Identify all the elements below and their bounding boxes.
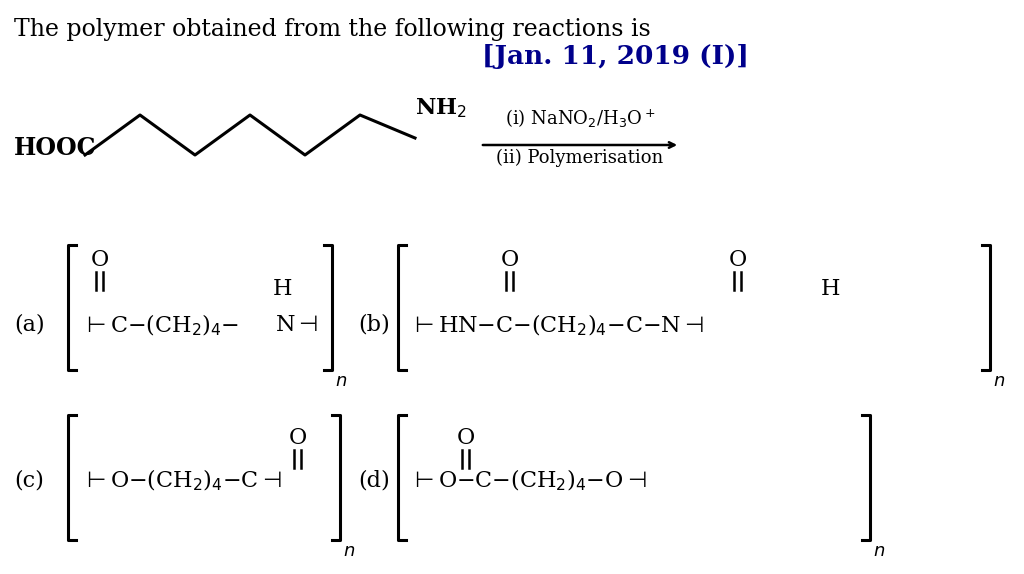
Text: N$\dashv$: N$\dashv$ (275, 314, 318, 336)
Text: H: H (272, 278, 292, 300)
Text: (b): (b) (358, 314, 390, 336)
Text: O: O (729, 249, 748, 271)
Text: (d): (d) (358, 469, 390, 491)
Text: HOOC: HOOC (14, 136, 96, 160)
Text: $n$: $n$ (343, 542, 355, 560)
Text: $n$: $n$ (335, 372, 347, 390)
Text: NH$_2$: NH$_2$ (415, 96, 467, 120)
Text: (c): (c) (14, 469, 44, 491)
Text: (ii) Polymerisation: (ii) Polymerisation (497, 149, 664, 167)
Text: [Jan. 11, 2019 (I)]: [Jan. 11, 2019 (I)] (481, 44, 749, 69)
Text: $\vdash$O$-$(CH$_2$)$_4$$-$C$\dashv$: $\vdash$O$-$(CH$_2$)$_4$$-$C$\dashv$ (82, 467, 282, 492)
Text: $\vdash$C$-$(CH$_2$)$_4$$-$: $\vdash$C$-$(CH$_2$)$_4$$-$ (82, 312, 240, 338)
Text: The polymer obtained from the following reactions is: The polymer obtained from the following … (14, 18, 650, 41)
Text: $n$: $n$ (873, 542, 885, 560)
Text: O: O (289, 427, 307, 449)
Text: O: O (501, 249, 519, 271)
Text: $n$: $n$ (993, 372, 1006, 390)
Text: $\vdash$HN$-$C$-$(CH$_2$)$_4$$-$C$-$N$\dashv$: $\vdash$HN$-$C$-$(CH$_2$)$_4$$-$C$-$N$\d… (410, 312, 705, 338)
Text: (i) NaNO$_2$/H$_3$O$^+$: (i) NaNO$_2$/H$_3$O$^+$ (505, 107, 655, 129)
Text: (a): (a) (14, 314, 45, 336)
Text: O: O (91, 249, 110, 271)
Text: H: H (820, 278, 840, 300)
Text: O: O (457, 427, 475, 449)
Text: $\vdash$O$-$C$-$(CH$_2$)$_4$$-$O$\dashv$: $\vdash$O$-$C$-$(CH$_2$)$_4$$-$O$\dashv$ (410, 467, 646, 492)
